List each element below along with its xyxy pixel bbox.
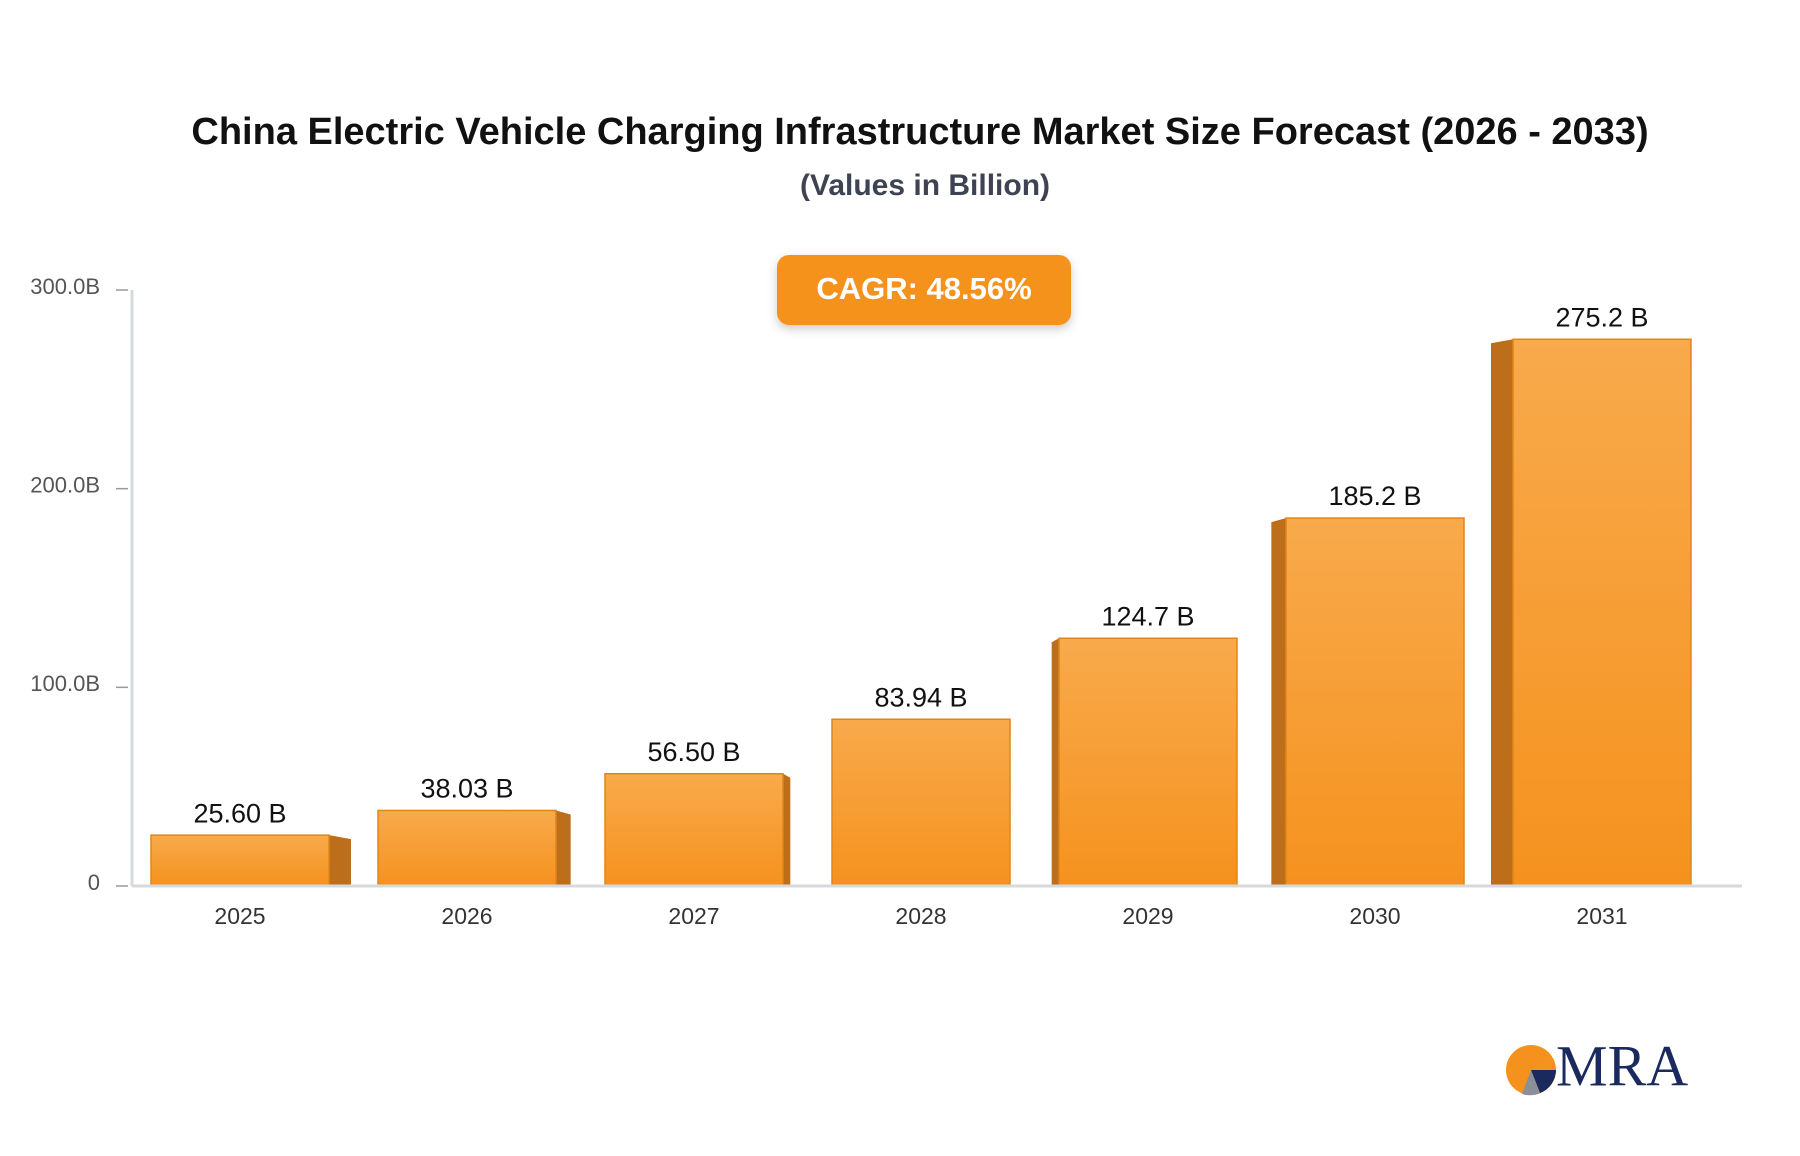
chart-title: China Electric Vehicle Charging Infrastr… [191, 111, 1648, 153]
logo-text: MRA [1556, 1033, 1688, 1098]
bar [604, 773, 784, 887]
x-tick-label: 2028 [895, 903, 946, 929]
y-tick-label: 0 [88, 870, 100, 895]
chart-subtitle: (Values in Billion) [800, 169, 1050, 202]
logo: MRA [1506, 1033, 1688, 1098]
bar-side [1491, 339, 1513, 886]
x-tick-label: 2031 [1576, 903, 1627, 929]
bar [150, 834, 330, 887]
y-tick-label: 100.0B [30, 671, 100, 696]
x-tick-label: 2030 [1349, 903, 1400, 929]
value-label: 56.50 B [647, 737, 740, 767]
x-tick-label: 2026 [441, 903, 492, 929]
bar-side [1271, 518, 1286, 886]
x-tick-label: 2027 [668, 903, 719, 929]
value-label: 275.2 B [1555, 302, 1648, 332]
value-label: 124.7 B [1101, 601, 1194, 631]
bar [1512, 338, 1692, 887]
bar-side [783, 773, 791, 886]
value-label: 185.2 B [1328, 481, 1421, 511]
value-label: 25.60 B [193, 798, 286, 828]
value-label: 83.94 B [874, 682, 967, 712]
bar-side [556, 810, 571, 886]
bar [831, 718, 1011, 887]
bar [377, 809, 557, 887]
bar-side [1051, 638, 1059, 886]
logo-slice [1531, 1070, 1556, 1093]
y-tick-label: 300.0B [30, 274, 100, 299]
y-tick-label: 200.0B [30, 472, 100, 497]
x-tick-label: 2029 [1122, 903, 1173, 929]
bar [1285, 517, 1465, 887]
x-tick-label: 2025 [214, 903, 265, 929]
cagr-badge [777, 255, 1071, 325]
value-label: 38.03 B [420, 774, 513, 804]
logo-slice [1522, 1070, 1540, 1096]
bar-side [329, 835, 351, 886]
bar [1058, 637, 1238, 887]
cagr-label: CAGR: 48.56% [816, 271, 1031, 306]
